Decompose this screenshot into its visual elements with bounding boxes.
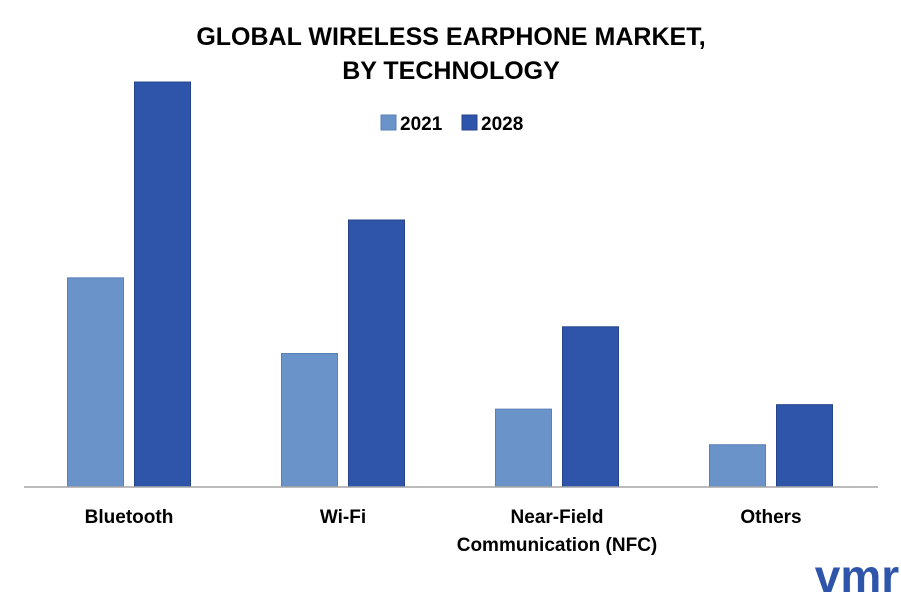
bar-2021-0: [67, 277, 124, 488]
bar-2021-2: [495, 408, 552, 488]
legend-swatch-2028: [461, 114, 478, 131]
chart-title-line-1: GLOBAL WIRELESS EARPHONE MARKET,: [196, 23, 705, 51]
legend: 2021 2028: [380, 114, 523, 135]
bar-2021-1: [281, 353, 338, 488]
chart-title-line-2: BY TECHNOLOGY: [342, 57, 560, 85]
category-label-2-line-1: Communication (NFC): [457, 535, 658, 556]
bar-2021-3: [709, 444, 766, 488]
logo-text: vmr: [815, 550, 899, 602]
bar-2028-3: [776, 404, 833, 488]
category-label-0-line-0: Bluetooth: [85, 507, 174, 528]
logo: vmr: [815, 550, 899, 602]
category-label-1-line-0: Wi-Fi: [320, 507, 366, 528]
legend-label-2021: 2021: [400, 114, 443, 135]
legend-swatch-2021: [380, 114, 397, 131]
category-labels: Bluetooth Wi-Fi Near-Field Communication (N…: [85, 507, 802, 556]
legend-label-2028: 2028: [481, 114, 523, 135]
category-label-2-line-0: Near-Field: [511, 507, 604, 528]
bar-2028-0: [134, 81, 191, 488]
bars: [67, 81, 833, 488]
category-label-3-line-0: Others: [740, 507, 801, 528]
bar-2028-1: [348, 219, 405, 488]
chart-title: GLOBAL WIRELESS EARPHONE MARKET, BY TECH…: [196, 23, 705, 85]
bar-2028-2: [562, 326, 619, 488]
